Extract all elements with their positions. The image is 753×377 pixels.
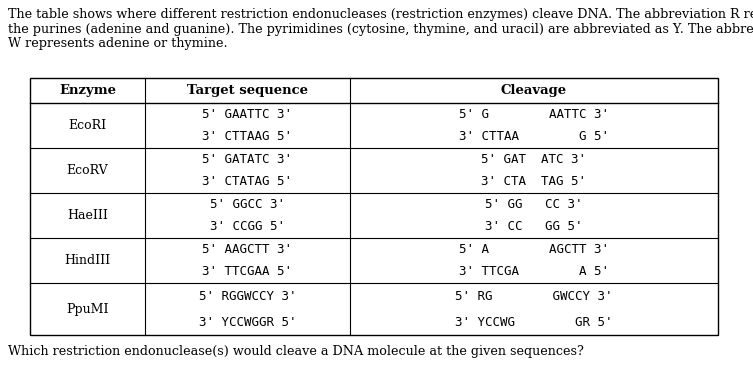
Text: 5' GG   CC 3': 5' GG CC 3' xyxy=(485,198,583,211)
Text: HindIII: HindIII xyxy=(65,254,111,267)
Text: 3' CTATAG 5': 3' CTATAG 5' xyxy=(203,175,292,188)
Text: 5' RGGWCCY 3': 5' RGGWCCY 3' xyxy=(199,290,296,302)
Text: 3' CC   GG 5': 3' CC GG 5' xyxy=(485,220,583,233)
Text: PpuMI: PpuMI xyxy=(66,302,108,316)
Text: 5' A        AGCTT 3': 5' A AGCTT 3' xyxy=(459,243,609,256)
Text: 3' CCGG 5': 3' CCGG 5' xyxy=(210,220,285,233)
Text: 3' YCCWGGR 5': 3' YCCWGGR 5' xyxy=(199,316,296,328)
Text: 3' TTCGAA 5': 3' TTCGAA 5' xyxy=(203,265,292,278)
Text: 5' GAATTC 3': 5' GAATTC 3' xyxy=(203,108,292,121)
Text: 3' YCCWG        GR 5': 3' YCCWG GR 5' xyxy=(456,316,613,328)
Text: Target sequence: Target sequence xyxy=(187,84,308,97)
Text: 3' TTCGA        A 5': 3' TTCGA A 5' xyxy=(459,265,609,278)
Text: HaeIII: HaeIII xyxy=(67,209,108,222)
Text: the purines (adenine and guanine). The pyrimidines (cytosine, thymine, and uraci: the purines (adenine and guanine). The p… xyxy=(8,23,753,35)
Text: 5' GATATC 3': 5' GATATC 3' xyxy=(203,153,292,166)
Text: Enzyme: Enzyme xyxy=(59,84,116,97)
Text: 5' G        AATTC 3': 5' G AATTC 3' xyxy=(459,108,609,121)
Text: W represents adenine or thymine.: W represents adenine or thymine. xyxy=(8,37,227,50)
Text: EcoRV: EcoRV xyxy=(67,164,108,177)
Text: 3' CTTAAG 5': 3' CTTAAG 5' xyxy=(203,130,292,143)
Text: 5' GAT  ATC 3': 5' GAT ATC 3' xyxy=(481,153,587,166)
Text: Which restriction endonuclease(s) would cleave a DNA molecule at the given seque: Which restriction endonuclease(s) would … xyxy=(8,345,584,358)
Text: 3' CTA  TAG 5': 3' CTA TAG 5' xyxy=(481,175,587,188)
Text: 5' GGCC 3': 5' GGCC 3' xyxy=(210,198,285,211)
Text: 5' AAGCTT 3': 5' AAGCTT 3' xyxy=(203,243,292,256)
Text: 5' RG        GWCCY 3': 5' RG GWCCY 3' xyxy=(456,290,613,302)
Bar xyxy=(30,78,718,335)
Text: 3' CTTAA        G 5': 3' CTTAA G 5' xyxy=(459,130,609,143)
Text: Cleavage: Cleavage xyxy=(501,84,567,97)
Text: The table shows where different restriction endonucleases (restriction enzymes) : The table shows where different restrict… xyxy=(8,8,753,21)
Text: EcoRI: EcoRI xyxy=(69,119,107,132)
